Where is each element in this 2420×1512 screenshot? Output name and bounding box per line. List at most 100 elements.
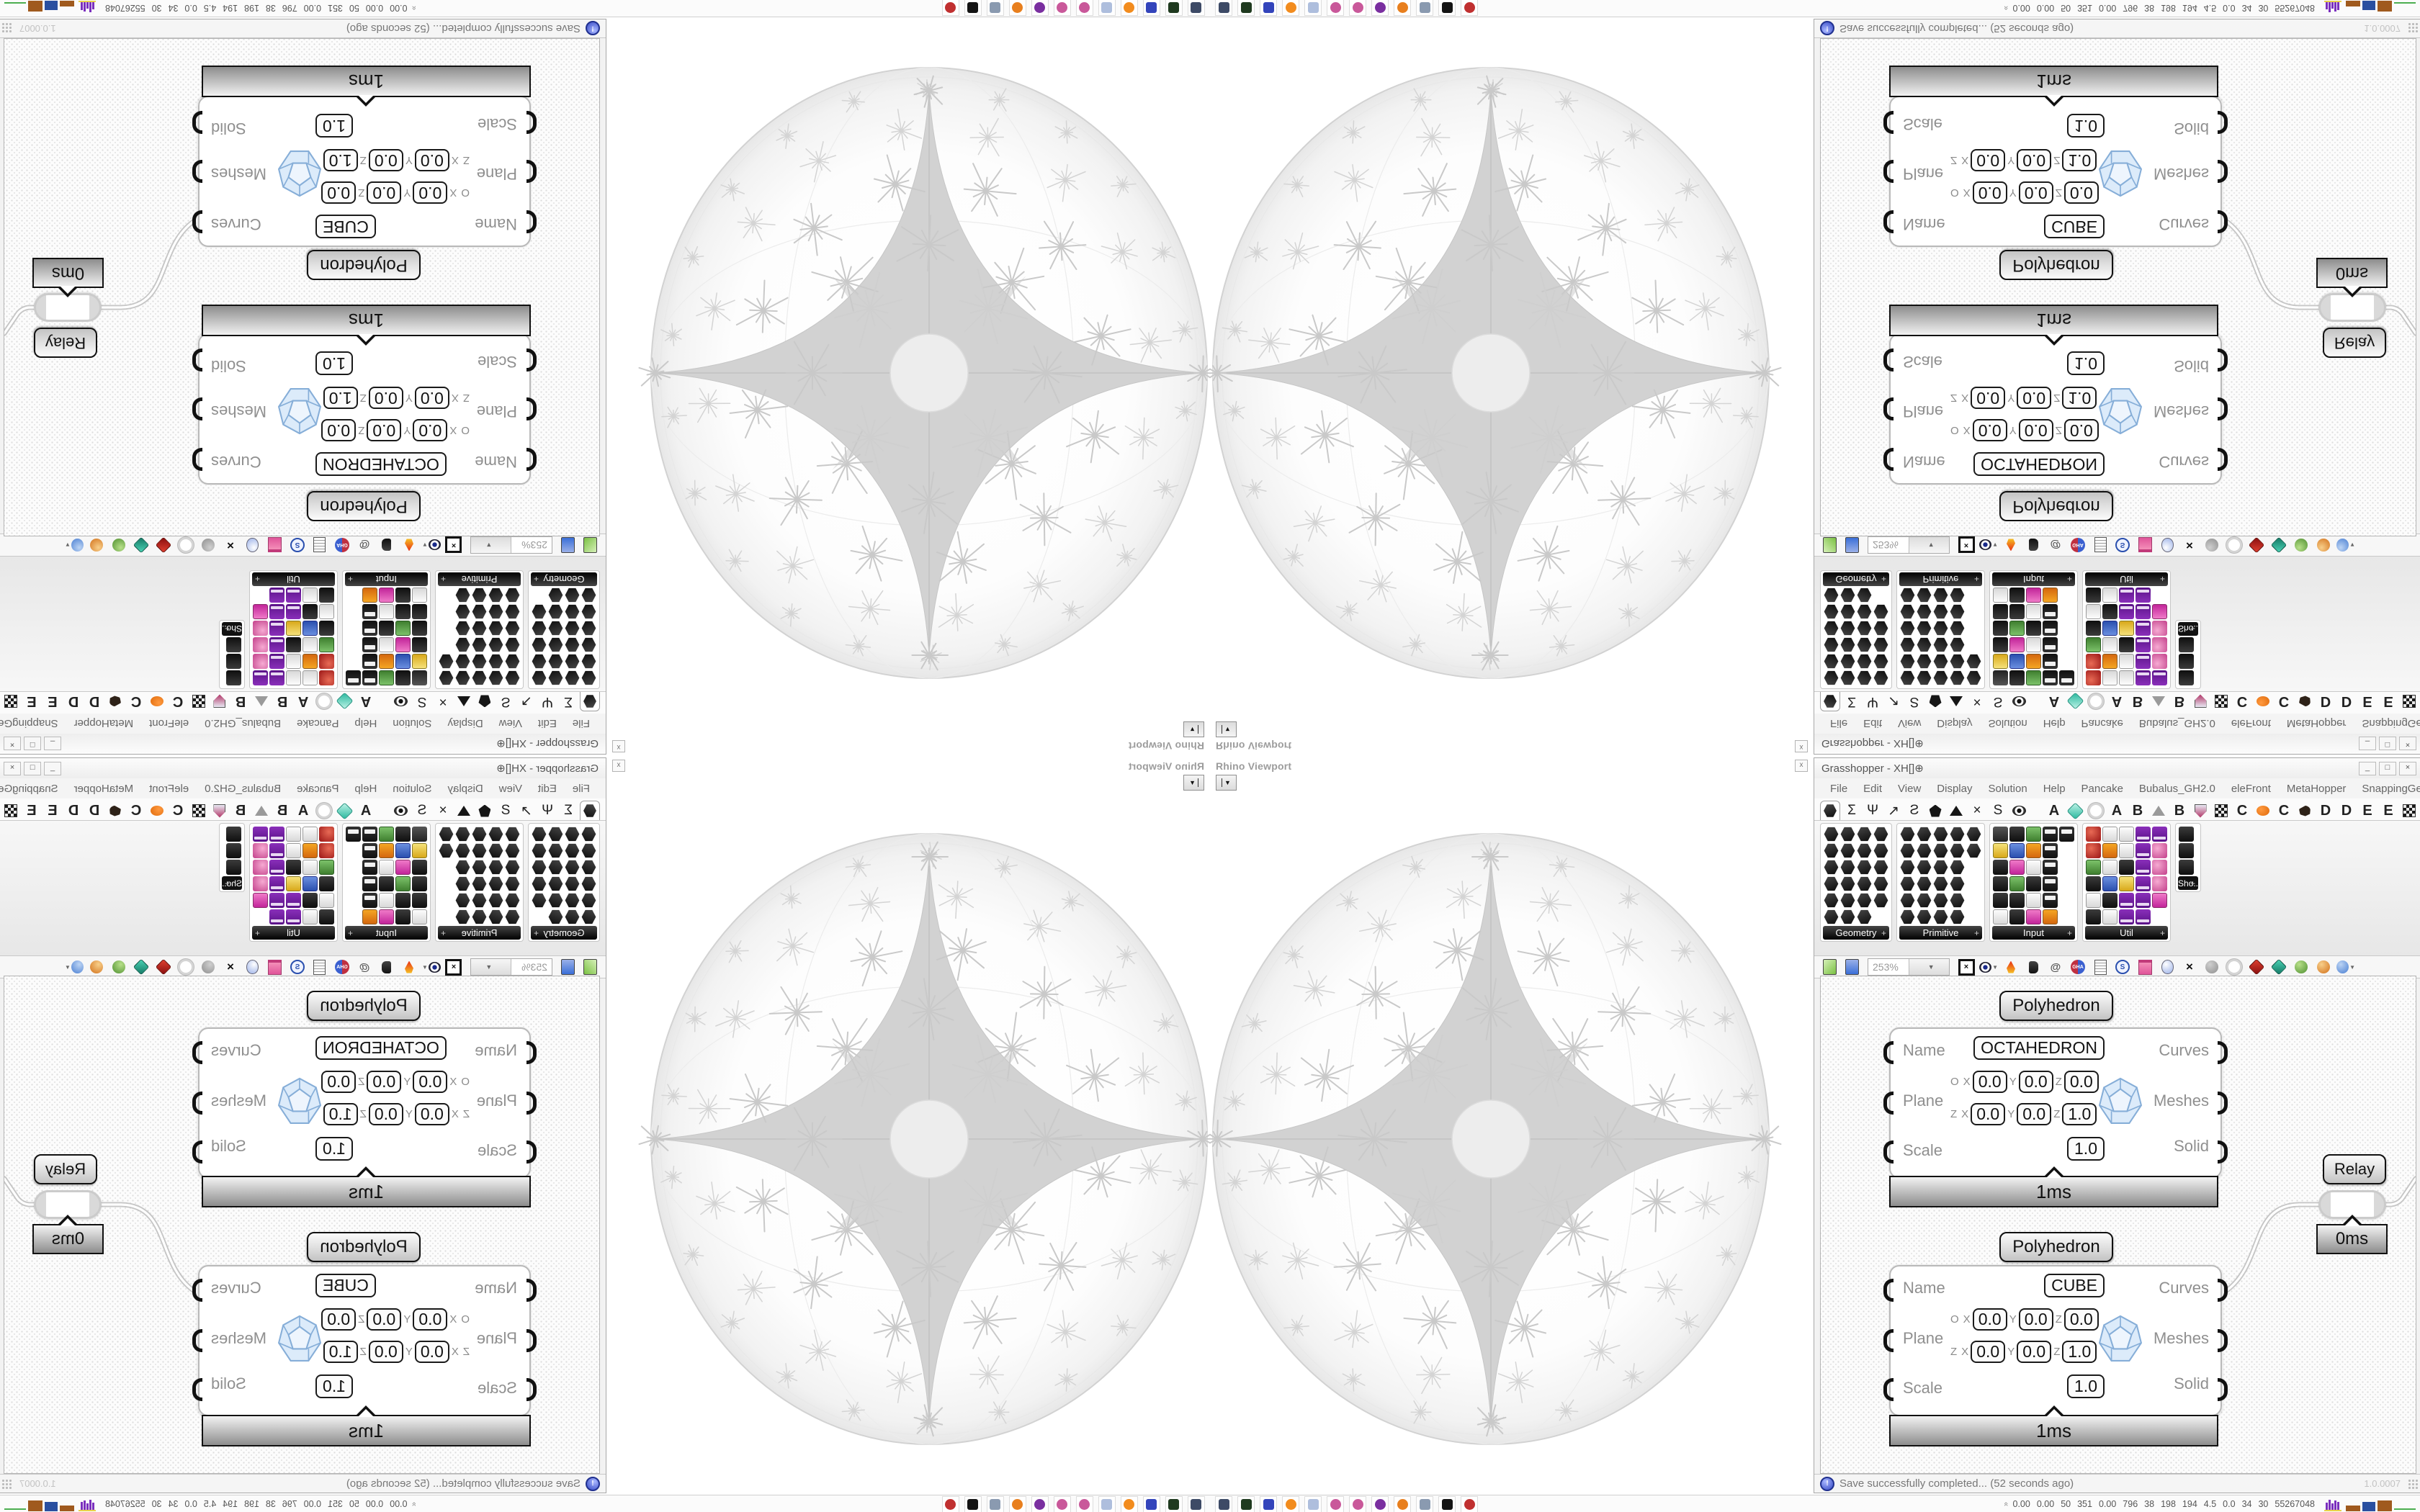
viewport-dropdown[interactable]: ▼: [1216, 775, 1237, 791]
palette-component-icon[interactable]: [286, 860, 301, 875]
tab-d2[interactable]: D: [2341, 802, 2352, 819]
palette-component-icon[interactable]: [2136, 827, 2151, 842]
palette-component-icon[interactable]: [1993, 827, 2008, 842]
calculator-icon[interactable]: [1098, 1495, 1116, 1512]
palette-component-icon[interactable]: [581, 621, 596, 636]
palette-component-icon[interactable]: [1900, 654, 1915, 669]
output-grip-curves[interactable]: [2218, 1041, 2228, 1064]
plane-value-box[interactable]: 0.0: [414, 149, 449, 171]
palette-component-icon[interactable]: [472, 588, 487, 603]
preview-shaded-icon[interactable]: [2247, 536, 2266, 554]
palette-component-icon[interactable]: [286, 843, 301, 858]
preview-eye-icon[interactable]: ▼: [1979, 536, 1998, 554]
palette-component-icon[interactable]: [2119, 654, 2134, 669]
plane-value-box[interactable]: 0.0: [1971, 1341, 2006, 1363]
palette-component-icon[interactable]: [2102, 654, 2118, 669]
palette-component-icon[interactable]: [412, 843, 427, 858]
palette-component-icon[interactable]: [1993, 893, 2008, 908]
panel-expand-icon[interactable]: +: [255, 927, 261, 938]
rhino-viewport[interactable]: Rhino Viewport ▼: [606, 756, 1210, 1495]
menu-item-edit[interactable]: Edit: [537, 782, 557, 795]
palette-component-icon[interactable]: [269, 604, 284, 619]
palette-component-icon[interactable]: [2043, 893, 2058, 908]
menu-item-file[interactable]: File: [572, 782, 590, 795]
palette-component-icon[interactable]: [2026, 909, 2041, 924]
palette-component-icon[interactable]: [488, 637, 503, 652]
tab-params[interactable]: [1820, 801, 1840, 820]
palette-component-icon[interactable]: [548, 843, 563, 858]
palette-component-icon[interactable]: [472, 637, 487, 652]
palette-component-icon[interactable]: [1857, 604, 1872, 619]
menu-item-pancake[interactable]: Pancake: [2081, 717, 2123, 730]
ball-orange-icon[interactable]: [2314, 958, 2333, 976]
palette-category-label[interactable]: Geometry +: [531, 572, 597, 586]
scroll-printer-icon[interactable]: [1416, 0, 1433, 17]
palette-component-icon[interactable]: [379, 843, 394, 858]
panel-expand-icon[interactable]: +: [224, 878, 230, 888]
tab-grid1[interactable]: [2212, 692, 2231, 711]
palette-component-icon[interactable]: [1933, 827, 1948, 842]
tab-transform[interactable]: S: [417, 803, 427, 818]
relay-node[interactable]: [2318, 293, 2386, 322]
palette-category-label[interactable]: Geometry +: [1823, 572, 1889, 586]
palette-component-icon[interactable]: [2043, 670, 2058, 685]
palette-component-icon[interactable]: [1993, 604, 2008, 619]
palette-component-icon[interactable]: [379, 670, 394, 685]
tab-grid1[interactable]: [2212, 801, 2231, 820]
palette-component-icon[interactable]: [1933, 604, 1948, 619]
tab-b1[interactable]: B: [2132, 693, 2143, 710]
palette-component-icon[interactable]: [472, 909, 487, 924]
tab-b2[interactable]: B: [2174, 693, 2185, 710]
palette-component-icon[interactable]: [565, 843, 580, 858]
palette-component-icon[interactable]: [319, 654, 334, 669]
tab-shield[interactable]: [210, 801, 229, 820]
plane-value-box[interactable]: 0.0: [2063, 1308, 2099, 1331]
scale-value-box[interactable]: 1.0: [2067, 114, 2105, 138]
menu-item-metahopper[interactable]: MetaHopper: [73, 717, 134, 730]
tab-params[interactable]: [580, 801, 600, 820]
palette-component-icon[interactable]: [1840, 909, 1855, 924]
menu-item-file[interactable]: File: [1830, 782, 1848, 795]
palette-component-icon[interactable]: [548, 637, 563, 652]
palette-component-icon[interactable]: [2179, 843, 2194, 858]
palette-component-icon[interactable]: [1933, 909, 1948, 924]
palette-component-icon[interactable]: [1857, 876, 1872, 891]
palette-component-icon[interactable]: [395, 827, 411, 842]
output-grip-solid[interactable]: [2218, 1140, 2228, 1164]
titlebar[interactable]: Grasshopper - XH[]⊕ _ □ ×: [0, 734, 606, 754]
palette-component-icon[interactable]: [2119, 909, 2134, 924]
plane-value-box[interactable]: 0.0: [414, 1341, 449, 1363]
purple-app-icon[interactable]: [1031, 1495, 1049, 1512]
polyhedron-header-button[interactable]: Polyhedron: [307, 1232, 421, 1262]
plane-value-box[interactable]: 0.0: [321, 181, 357, 204]
panel-expand-icon[interactable]: +: [2159, 927, 2165, 938]
palette-component-icon[interactable]: [532, 654, 547, 669]
plane-value-box[interactable]: 1.0: [323, 1103, 358, 1125]
palette-category-label[interactable]: Input +: [1992, 926, 2075, 940]
tab-sets[interactable]: Ψ: [1867, 694, 1878, 709]
palette-component-icon[interactable]: [2009, 909, 2025, 924]
tab-e1[interactable]: E: [2362, 693, 2372, 710]
output-grip-curves[interactable]: [192, 1041, 202, 1064]
name-value-box[interactable]: CUBE: [315, 215, 376, 238]
open-file-button[interactable]: [581, 958, 600, 976]
palette-component-icon[interactable]: [2119, 670, 2134, 685]
menu-item-help[interactable]: Help: [354, 782, 377, 795]
menu-item-elefront[interactable]: eleFront: [2231, 717, 2271, 730]
purple-app-icon[interactable]: [1371, 0, 1389, 17]
close-button[interactable]: ×: [4, 761, 21, 775]
palette-component-icon[interactable]: [1917, 621, 1932, 636]
palette-component-icon[interactable]: [2119, 893, 2134, 908]
palette-component-icon[interactable]: [319, 909, 334, 924]
palette-component-icon[interactable]: [488, 893, 503, 908]
palette-component-icon[interactable]: [2086, 670, 2101, 685]
rhino-viewport[interactable]: Rhino Viewport ▼: [1210, 756, 1814, 1495]
palette-component-icon[interactable]: [412, 670, 427, 685]
plane-value-box[interactable]: 0.0: [2018, 1071, 2053, 1093]
plane-value-box[interactable]: 0.0: [413, 1308, 448, 1331]
notes-icon[interactable]: [310, 958, 329, 976]
palette-component-icon[interactable]: [488, 860, 503, 875]
ball-green-icon[interactable]: [2292, 536, 2311, 554]
tab-a1[interactable]: A: [360, 802, 372, 819]
palette-component-icon[interactable]: [1873, 876, 1888, 891]
